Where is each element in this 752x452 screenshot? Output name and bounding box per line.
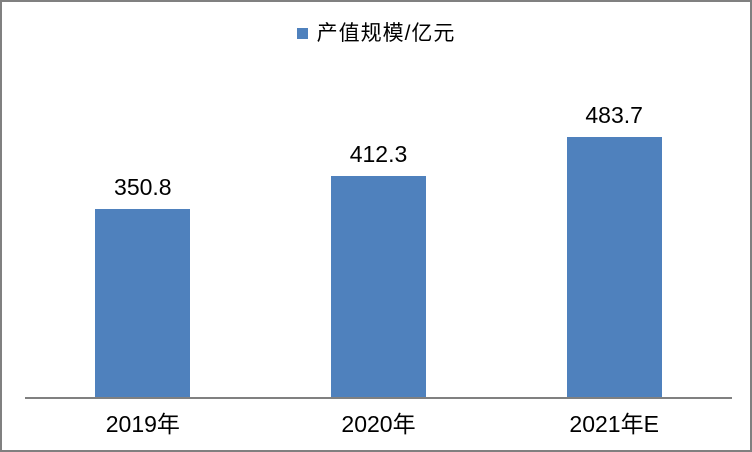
legend: 产值规模/亿元 [2, 22, 750, 45]
bar [566, 137, 662, 397]
x-axis-label: 2021年E [569, 411, 659, 437]
value-label: 412.3 [349, 140, 408, 167]
legend-label: 产值规模/亿元 [316, 22, 456, 45]
value-label: 483.7 [585, 102, 643, 129]
plot-area: 350.8 412.3 483.7 [25, 75, 732, 399]
bar-group-2021e: 483.7 [496, 75, 732, 397]
bar-group-2020: 412.3 [261, 75, 497, 397]
value-label: 350.8 [114, 173, 172, 200]
x-axis: 2019年 2020年 2021年E [25, 399, 732, 436]
bar-group-2019: 350.8 [25, 75, 261, 397]
x-axis-label: 2019年 [105, 411, 180, 437]
legend-marker-square [296, 28, 308, 40]
bar [95, 208, 191, 397]
x-axis-label: 2020年 [341, 411, 416, 437]
bar [331, 175, 426, 397]
